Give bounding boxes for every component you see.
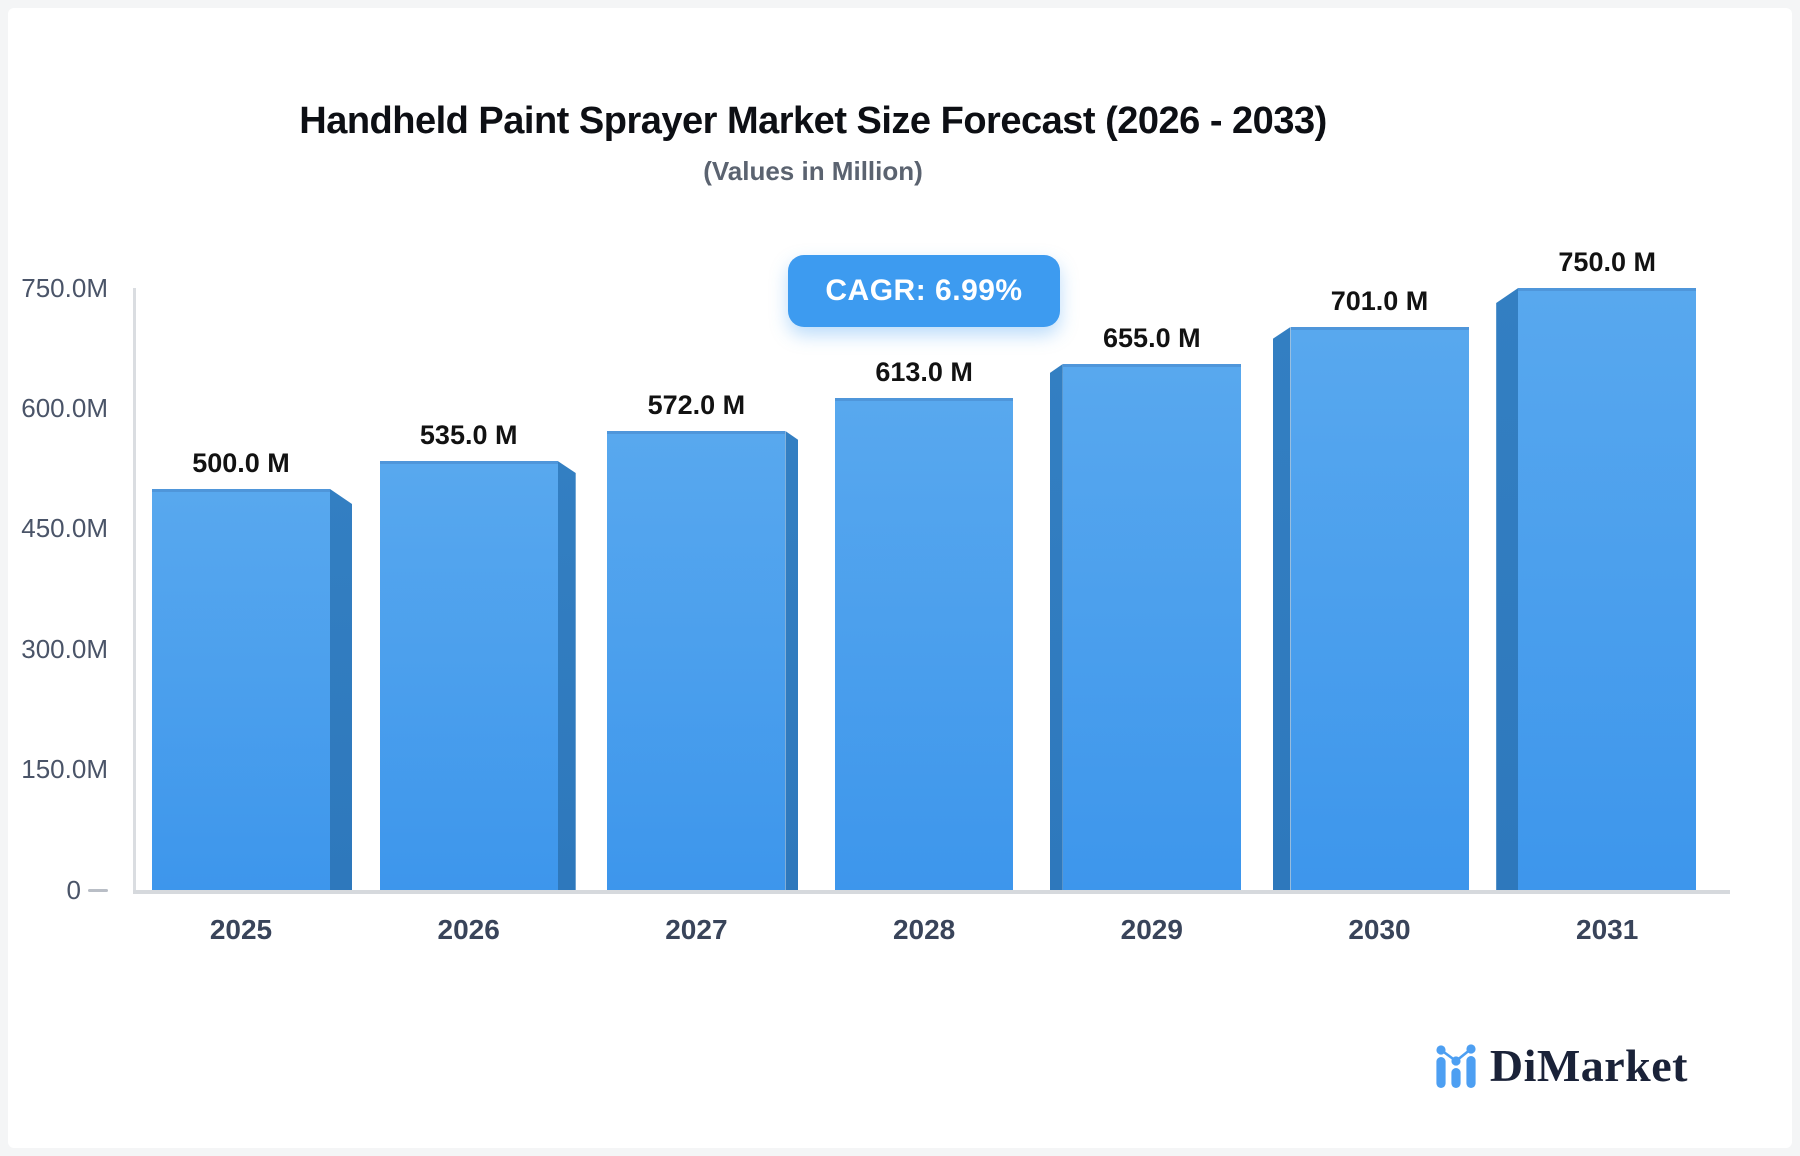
- bar: [379, 461, 558, 890]
- cagr-badge-label: CAGR: 6.99%: [825, 274, 1023, 307]
- bar-side-panel: [330, 489, 352, 890]
- bar-side-panel: [785, 431, 799, 890]
- x-axis-label: 2030: [1348, 914, 1411, 945]
- plot-area: 500.0 M 2025 535.0 M 2026 572.0 M 2027 613.0 M…: [133, 247, 1730, 945]
- chart-card: Handheld Paint Sprayer Market Size Forec…: [8, 8, 1792, 1148]
- bar: [1290, 327, 1469, 890]
- x-axis-line: [133, 890, 1730, 894]
- y-axis-line: [133, 288, 136, 890]
- y-axis-label-text: 300.0M: [21, 633, 108, 664]
- bar: [607, 431, 786, 890]
- y-axis-labels: 750.0M 600.0M 450.0M 300.0M 150.0M 0: [8, 273, 118, 905]
- y-axis-label: 0: [8, 874, 118, 906]
- cagr-badge: CAGR: 6.99%: [788, 255, 1060, 327]
- bar: [152, 489, 330, 890]
- bar: [835, 398, 1014, 890]
- zero-tick-mark: [88, 888, 108, 892]
- bar-side-panel: [1496, 288, 1519, 890]
- bar-value-label: 535.0 M: [419, 420, 518, 450]
- bar-chart-logo-icon: [1434, 1043, 1478, 1089]
- bar-value-label: 655.0 M: [1103, 323, 1201, 353]
- x-axis-label: 2026: [437, 914, 500, 945]
- y-axis-label-text: 600.0M: [21, 392, 108, 423]
- bar: [1518, 288, 1697, 890]
- bar-value-label: 613.0 M: [875, 357, 973, 387]
- brand-name: DiMarket: [1489, 1040, 1688, 1091]
- bar-value-label: 750.0 M: [1558, 247, 1656, 277]
- x-axis-label: 2031: [1576, 914, 1639, 945]
- y-axis-label-text: 450.0M: [21, 513, 108, 544]
- y-axis-label: 450.0M: [8, 513, 118, 545]
- bar-value-label: 701.0 M: [1330, 286, 1429, 316]
- x-axis-label: 2028: [892, 914, 956, 945]
- x-axis-label: 2027: [665, 914, 728, 945]
- bar-value-label: 572.0 M: [647, 390, 746, 420]
- bar: [1062, 364, 1241, 890]
- x-axis-label: 2029: [1120, 914, 1183, 945]
- y-axis-label-text: 150.0M: [21, 754, 108, 785]
- brand-logo: DiMarket: [1434, 1040, 1688, 1092]
- y-axis-label-text: 0: [66, 874, 81, 905]
- chart-title: Handheld Paint Sprayer Market Size Forec…: [299, 100, 1327, 142]
- x-axis-label: 2025: [209, 914, 273, 945]
- y-axis-label: 300.0M: [8, 633, 118, 665]
- bar-side-panel: [1049, 364, 1063, 890]
- bar-value-label: 500.0 M: [192, 448, 290, 478]
- bar-side-panel: [557, 461, 576, 890]
- y-axis-label: 150.0M: [8, 754, 118, 786]
- chart-subtitle: (Values in Million): [703, 156, 923, 186]
- y-axis-label-text: 750.0M: [21, 272, 108, 303]
- y-axis-label: 600.0M: [8, 392, 118, 424]
- y-axis-label: 750.0M: [8, 272, 118, 304]
- bar-side-panel: [1272, 327, 1291, 890]
